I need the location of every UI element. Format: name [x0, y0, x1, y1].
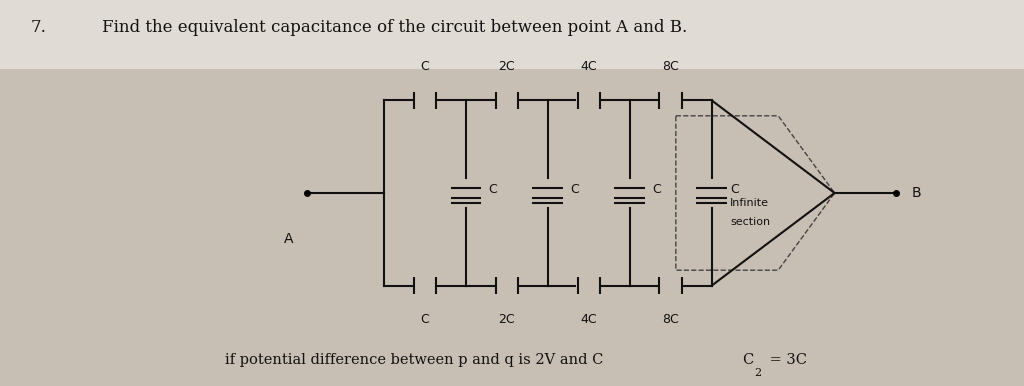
- Text: 8C: 8C: [663, 60, 679, 73]
- Text: 2: 2: [755, 368, 762, 378]
- Text: C: C: [730, 183, 739, 196]
- Text: C: C: [652, 183, 662, 196]
- Text: C: C: [421, 60, 429, 73]
- Text: C: C: [488, 183, 498, 196]
- Text: 2C: 2C: [499, 60, 515, 73]
- Text: section: section: [730, 217, 770, 227]
- Text: 7.: 7.: [31, 19, 47, 36]
- Text: if potential difference between p and q is 2V and C: if potential difference between p and q …: [225, 353, 604, 367]
- FancyBboxPatch shape: [0, 0, 1024, 69]
- Text: A: A: [284, 232, 294, 245]
- Text: 2C: 2C: [499, 313, 515, 326]
- Text: C: C: [421, 313, 429, 326]
- Text: = 3C: = 3C: [765, 353, 807, 367]
- Text: Infinite: Infinite: [730, 198, 769, 208]
- Text: 4C: 4C: [581, 60, 597, 73]
- Text: 4C: 4C: [581, 313, 597, 326]
- Text: 8C: 8C: [663, 313, 679, 326]
- Text: C: C: [570, 183, 580, 196]
- Text: B: B: [911, 186, 921, 200]
- Text: Find the equivalent capacitance of the circuit between point A and B.: Find the equivalent capacitance of the c…: [102, 19, 688, 36]
- Text: C: C: [742, 353, 754, 367]
